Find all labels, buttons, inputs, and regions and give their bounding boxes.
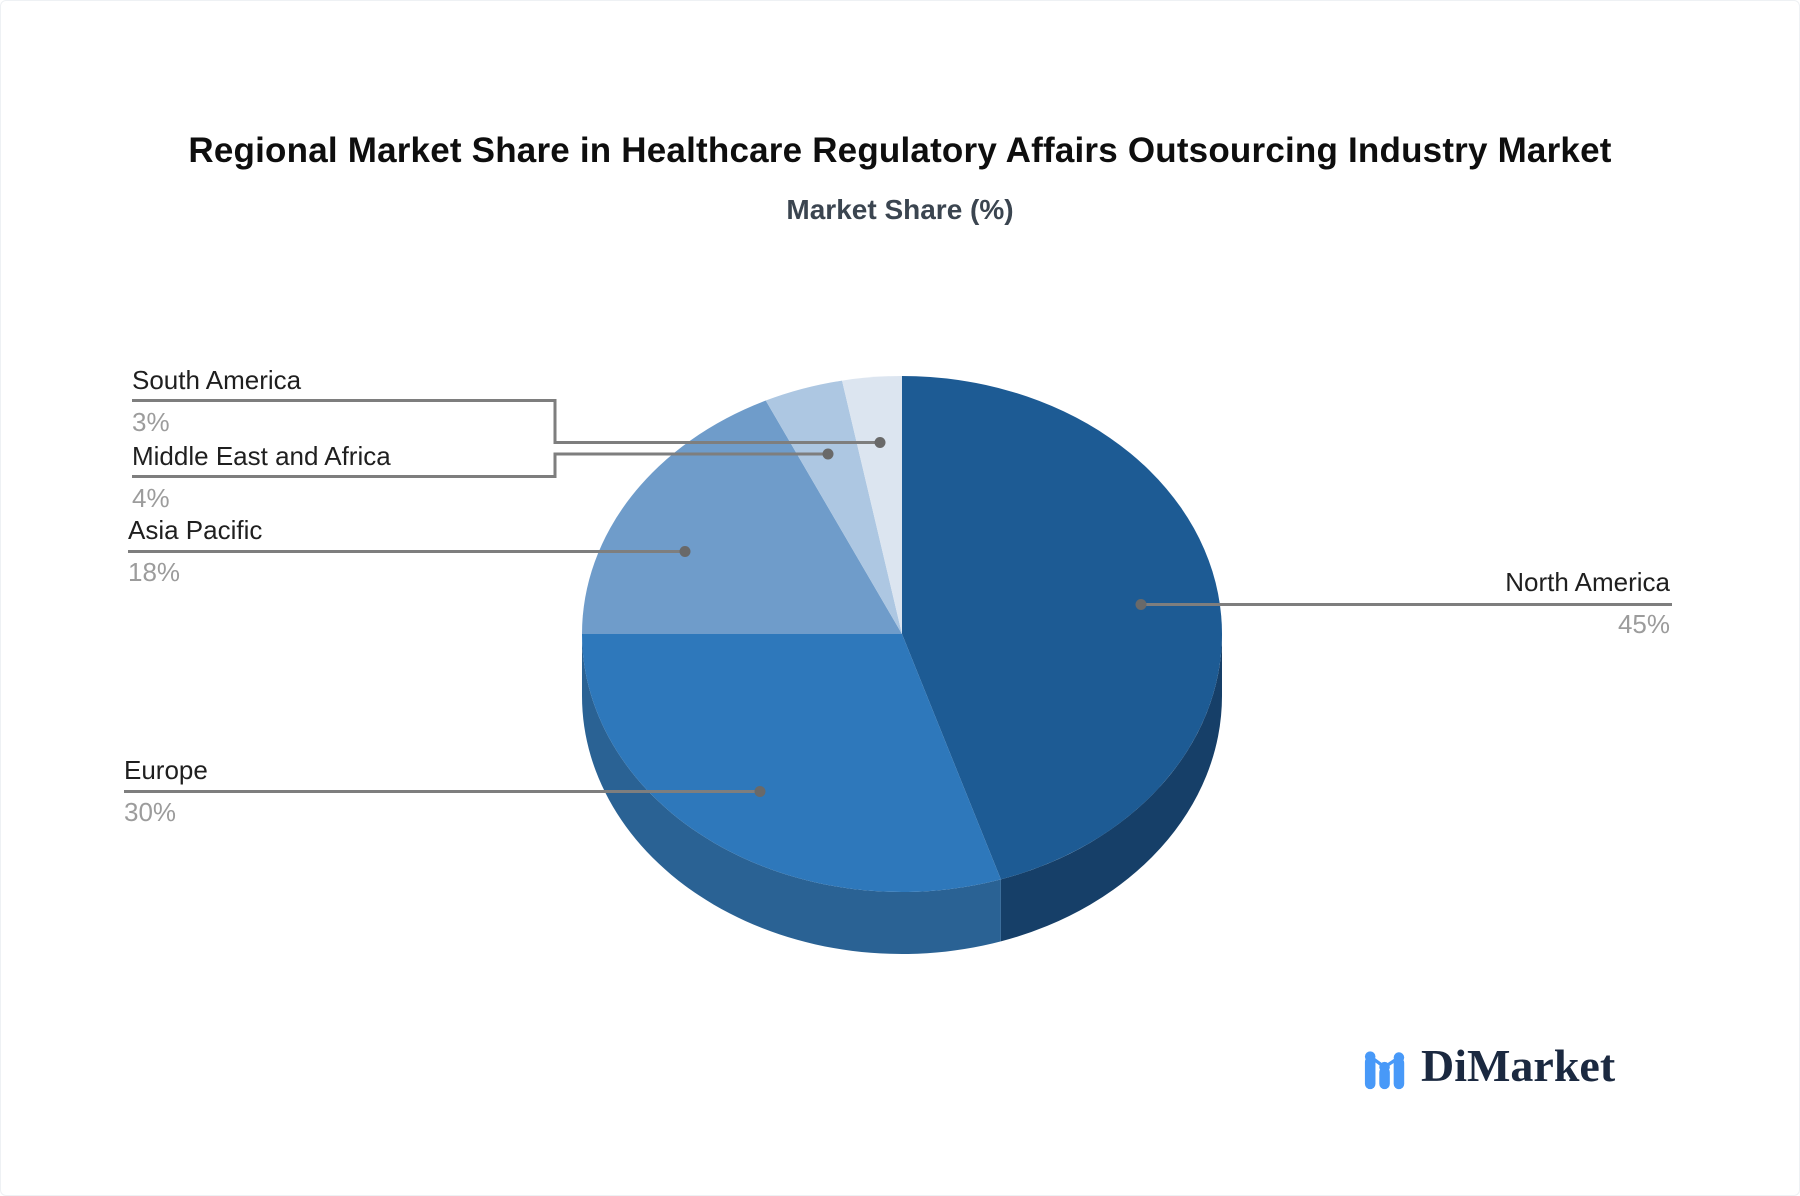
callout-dot-asia-pacific <box>679 546 691 557</box>
bar-line-chart-icon <box>1364 1051 1405 1090</box>
callout-dot-south-america <box>874 437 886 448</box>
callout-line-south-america <box>132 399 880 444</box>
pie-slice-asia-pacific[interactable] <box>582 400 902 634</box>
slice-label-north-america: North America <box>1505 567 1670 597</box>
callout-south-america: South America 3% <box>132 367 301 435</box>
slice-value-asia-pacific: 18% <box>128 557 181 587</box>
callout-dot-middle-east-and-africa <box>822 448 834 460</box>
callout-north-america: North America 45% <box>1505 569 1670 637</box>
callout-dot-north-america <box>1135 599 1147 610</box>
callout-asia-pacific: Asia Pacific 18% <box>128 517 262 585</box>
pie-slice-north-america[interactable] <box>902 376 1222 880</box>
slice-label-middle-east-and-africa: Middle East and Africa <box>132 441 391 471</box>
pie-slice-side-north-america <box>1000 634 1222 942</box>
slice-value-middle-east-and-africa: 4% <box>132 483 170 513</box>
callout-europe: Europe 30% <box>124 757 208 825</box>
callout-middle-east-and-africa: Middle East and Africa 4% <box>132 443 391 511</box>
chart-subtitle: Market Share (%) <box>786 194 1014 225</box>
slice-value-north-america: 45% <box>1617 609 1670 639</box>
slice-label-south-america: South America <box>132 365 302 395</box>
callout-line-middle-east-and-africa <box>132 452 828 478</box>
chart-title: Regional Market Share in Healthcare Regu… <box>188 131 1612 170</box>
brand-logo-text: DiMarket <box>1421 1040 1616 1091</box>
pie-slice-europe[interactable] <box>582 634 1001 892</box>
pie-slice-south-america[interactable] <box>842 376 902 634</box>
slice-label-europe: Europe <box>124 755 208 785</box>
brand-logo: DiMarket <box>1361 1041 1615 1097</box>
slice-label-asia-pacific: Asia Pacific <box>128 515 263 545</box>
slice-value-south-america: 3% <box>132 407 170 437</box>
callout-dot-europe <box>754 786 766 797</box>
slice-value-europe: 30% <box>124 797 177 827</box>
pie-slice-side-europe <box>582 634 1001 954</box>
